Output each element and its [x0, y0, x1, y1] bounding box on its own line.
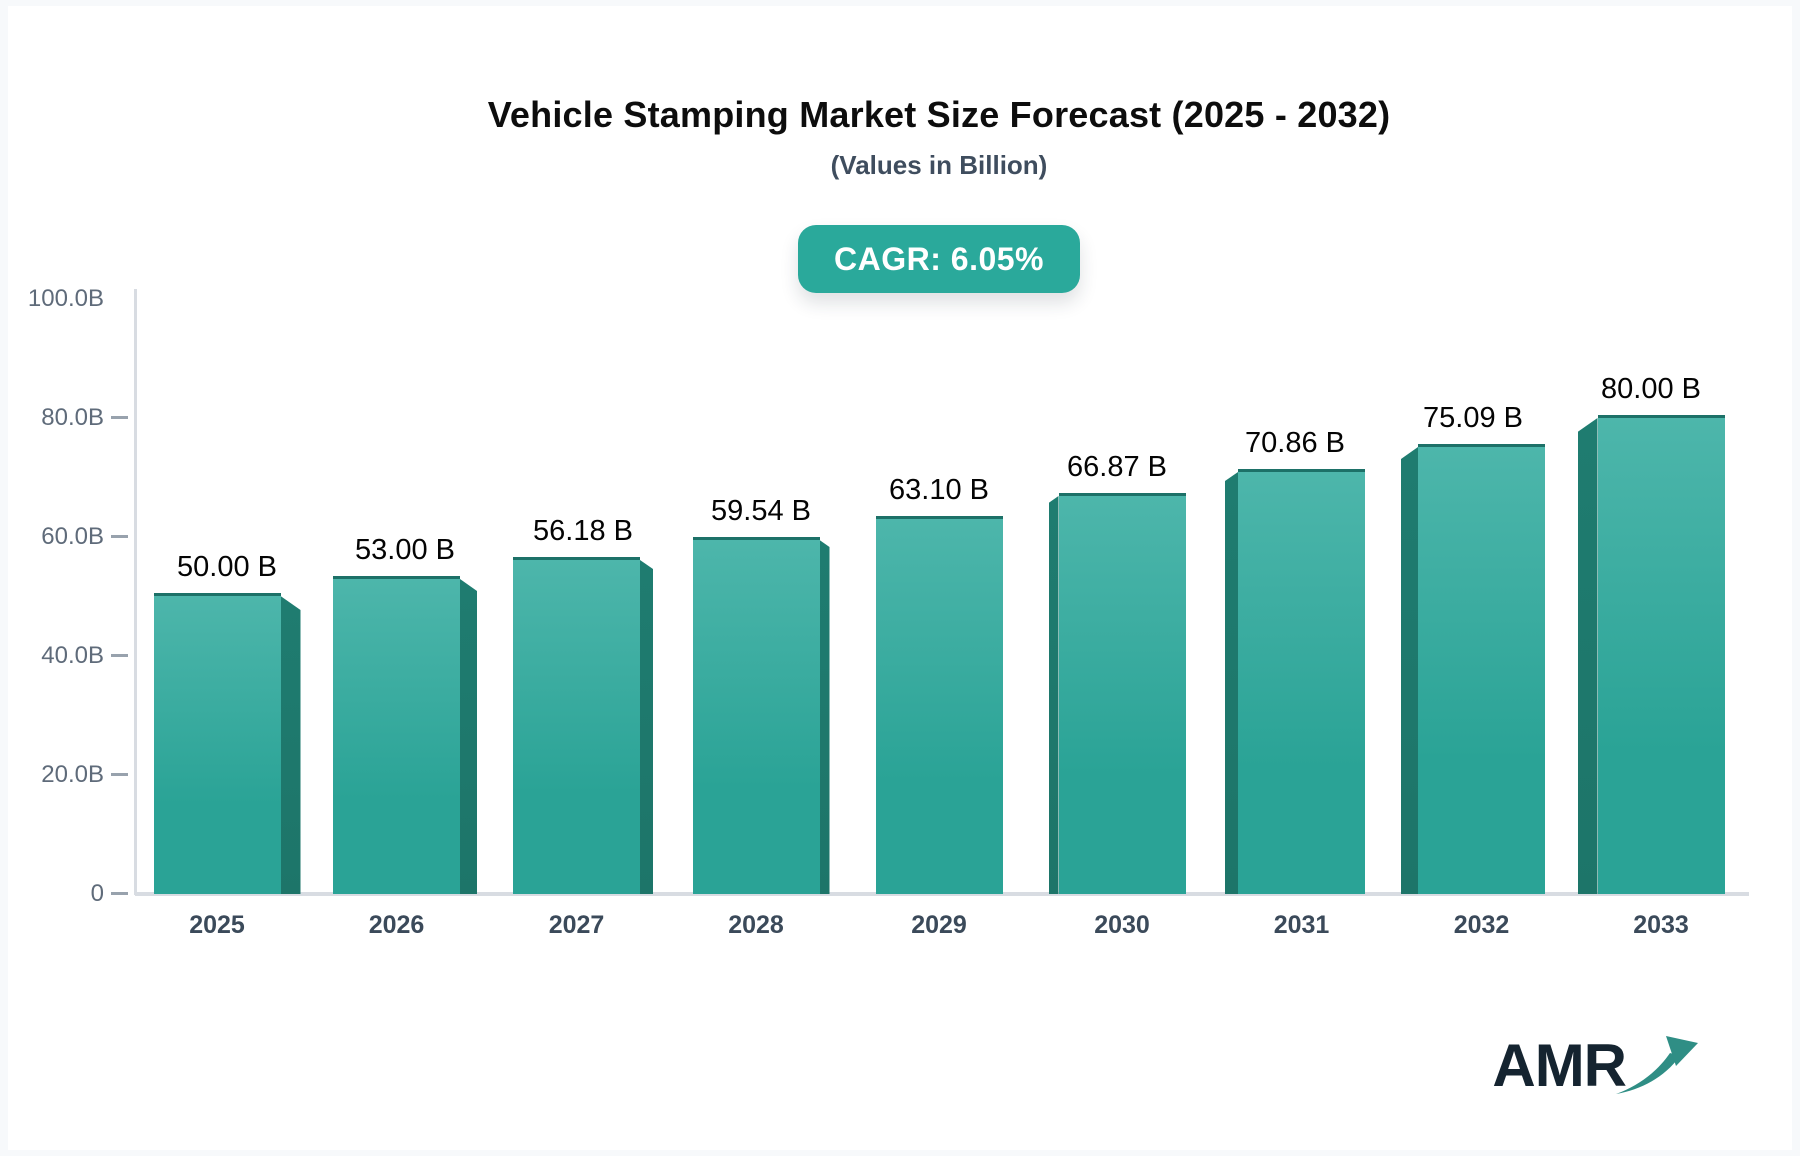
amr-logo-text: AMR: [1492, 1032, 1627, 1099]
bar-value-label: 63.10 B: [889, 474, 989, 506]
bar-side-face: [280, 596, 301, 894]
bar-value-label: 56.18 B: [533, 515, 633, 547]
y-axis-line: [134, 289, 137, 895]
bar-main-face: [1597, 415, 1725, 894]
bar-main-face: [153, 593, 281, 894]
y-tick-label: 60.0B: [41, 523, 104, 550]
x-axis-baseline: [135, 892, 1749, 896]
amr-logo: AMR: [1492, 1036, 1700, 1098]
amr-arrow-icon: [1616, 1036, 1698, 1094]
bar-value-label: 50.00 B: [177, 551, 277, 583]
bar-main-face: [875, 516, 1003, 894]
bar-side-face: [460, 579, 477, 894]
chart-title: Vehicle Stamping Market Size Forecast (2…: [487, 94, 1391, 135]
x-tick-label: 2028: [728, 911, 784, 939]
bar-side-face: [1225, 472, 1238, 894]
bar-main-face: [333, 576, 460, 894]
x-tick-label: 2029: [911, 911, 967, 939]
bar-side-face: [1048, 496, 1059, 894]
bar-value-label: 70.86 B: [1245, 427, 1345, 459]
y-tick-label: 40.0B: [41, 642, 104, 669]
y-tick-dash: [111, 416, 128, 419]
chart-subtitle: (Values in Billion): [830, 150, 1048, 180]
y-tick-dash: [111, 535, 128, 538]
x-tick-label: 2030: [1094, 911, 1150, 939]
cagr-badge: CAGR: 6.05%: [798, 225, 1080, 293]
y-tick-dash: [111, 654, 128, 657]
bar-main-face: [1058, 493, 1186, 894]
bar-side-face: [819, 540, 830, 894]
bar-side-face: [1401, 447, 1418, 894]
bar-value-label: 80.00 B: [1601, 373, 1701, 405]
bar-value-label: 53.00 B: [355, 534, 455, 566]
x-tick-label: 2031: [1273, 911, 1330, 939]
y-tick-label: 20.0B: [41, 761, 104, 788]
y-tick-dash: [111, 892, 128, 895]
x-tick-label: 2026: [368, 911, 425, 939]
y-tick-label: 80.0B: [41, 404, 104, 431]
chart-card: Vehicle Stamping Market Size Forecast (2…: [8, 6, 1792, 1150]
bar-value-label: 75.09 B: [1423, 402, 1523, 434]
plot-area: 50.00 B 2025 53.00 B 2026 56.18 B 2027 59.54 B…: [138, 299, 1740, 939]
bar-main-face: [1238, 469, 1365, 894]
x-tick-label: 2033: [1633, 911, 1689, 939]
bar-main-face: [1418, 444, 1545, 894]
y-tick-label: 0: [90, 880, 104, 907]
x-tick-label: 2032: [1453, 911, 1510, 939]
bar-value-label: 59.54 B: [711, 495, 811, 527]
bar-side-face: [1577, 418, 1598, 894]
y-tick-dash: [111, 773, 128, 776]
x-tick-label: 2027: [548, 911, 605, 939]
cagr-badge-label: CAGR: 6.05%: [834, 240, 1044, 277]
chart-header: Vehicle Stamping Market Size Forecast (2…: [138, 6, 1740, 293]
x-tick-label: 2025: [189, 911, 245, 939]
bar-main-face: [513, 557, 640, 894]
bar-main-face: [692, 537, 820, 894]
bar-side-face: [640, 560, 653, 894]
y-tick-label: 100.0B: [27, 285, 104, 312]
bar-value-label: 66.87 B: [1067, 451, 1167, 483]
